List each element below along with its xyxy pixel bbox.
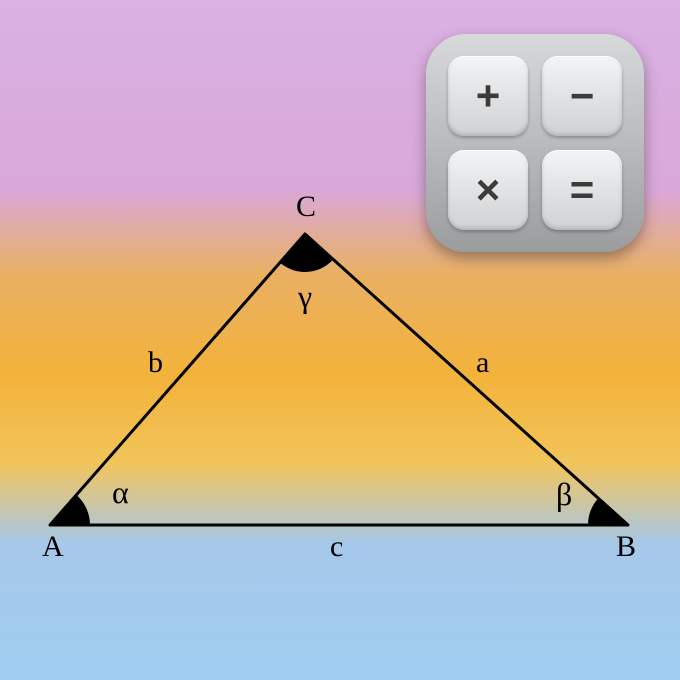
- times-button[interactable]: ×: [448, 150, 528, 230]
- diagram-canvas: A B C a b c α β γ + − × =: [0, 0, 680, 680]
- minus-button[interactable]: −: [542, 56, 622, 136]
- vertex-label-c: C: [296, 192, 316, 222]
- plus-button[interactable]: +: [448, 56, 528, 136]
- angle-label-alpha: α: [112, 476, 129, 508]
- side-label-c: c: [330, 532, 343, 562]
- angle-label-gamma: γ: [298, 280, 312, 312]
- vertex-label-b: B: [616, 532, 636, 562]
- equals-button[interactable]: =: [542, 150, 622, 230]
- calculator-icon: + − × =: [426, 34, 644, 252]
- side-label-a: a: [476, 348, 489, 378]
- angle-label-beta: β: [556, 478, 572, 510]
- vertex-label-a: A: [42, 532, 64, 562]
- side-label-b: b: [148, 348, 163, 378]
